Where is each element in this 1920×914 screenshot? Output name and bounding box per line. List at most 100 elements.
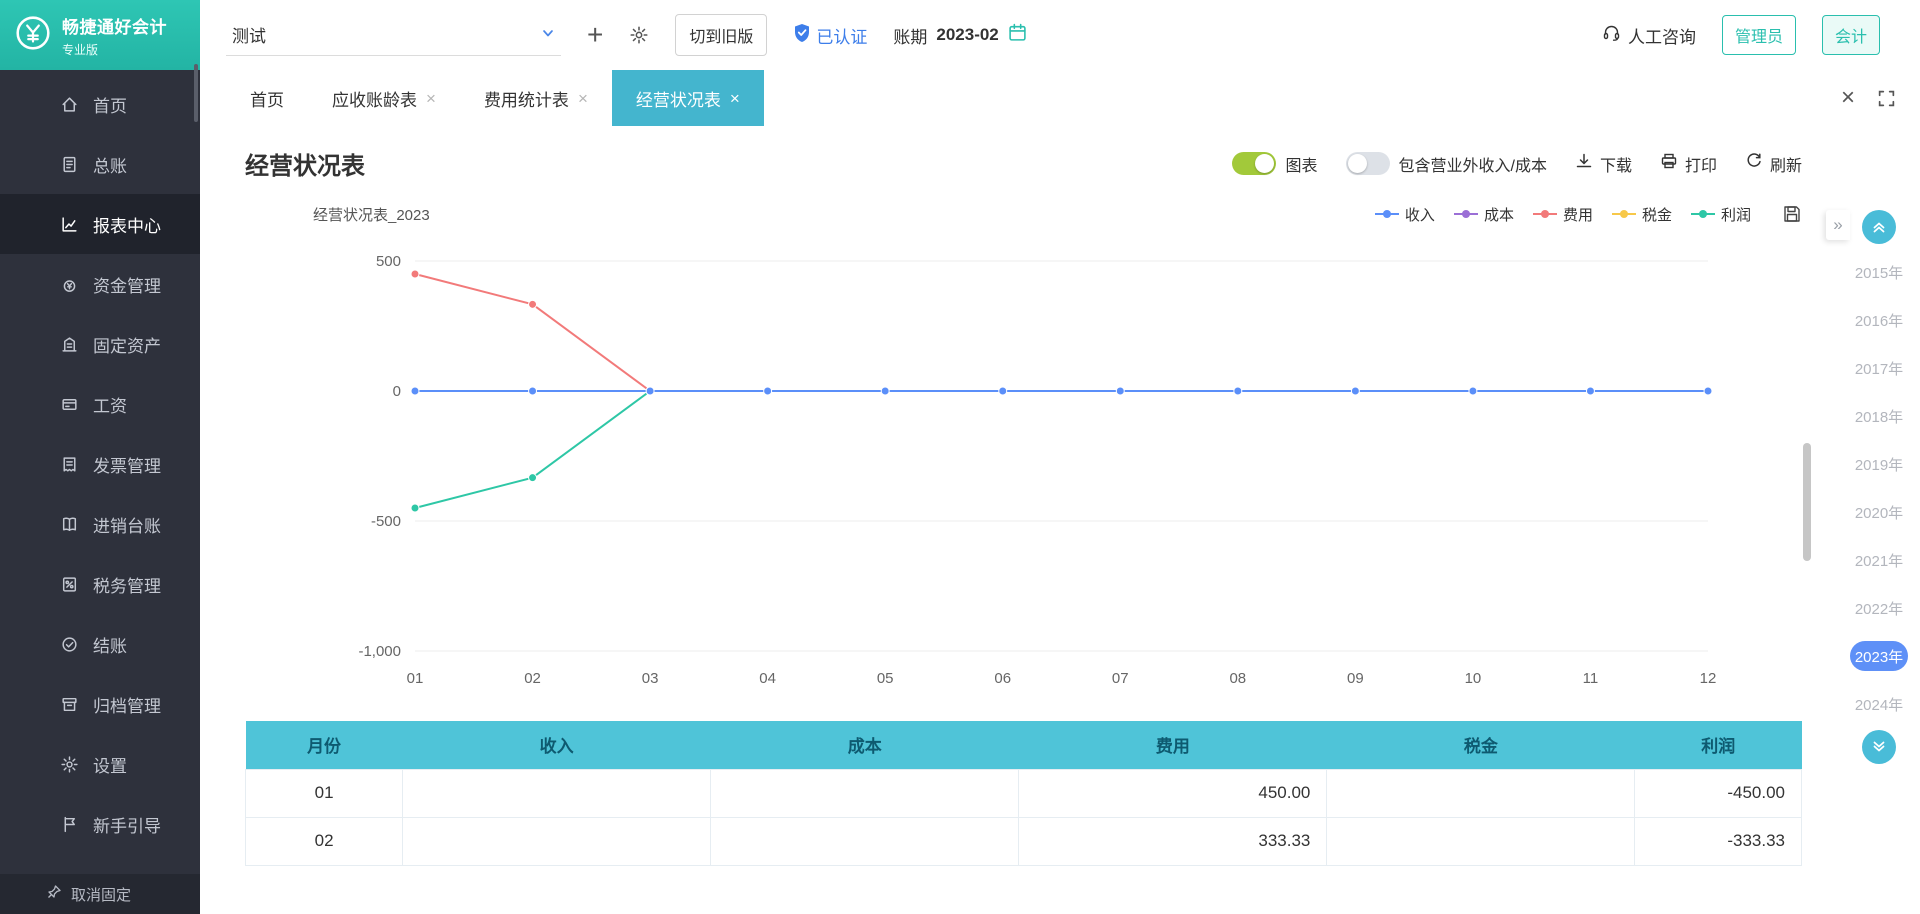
period-value[interactable]: 2023-02 — [936, 25, 999, 44]
sidebar-item-home[interactable]: 首页 — [0, 74, 200, 134]
company-selector[interactable]: 测试 — [226, 14, 561, 56]
main-area: 测试 + 切到旧版 已认证 账期 2023-02 人工咨询 管理员 会计 — [200, 0, 1920, 914]
save-image-icon[interactable] — [1782, 204, 1802, 224]
table-row[interactable]: 02 333.33 -333.33 — [244, 816, 1802, 866]
sidebar-item-label: 报表中心 — [93, 216, 161, 236]
fixed-assets-icon — [60, 335, 79, 354]
tab-label: 应收账龄表 — [332, 90, 417, 110]
sidebar-item-fixed-assets[interactable]: 固定资产 — [0, 314, 200, 374]
legend-item-income[interactable]: 收入 — [1374, 204, 1435, 225]
year-item-2015[interactable]: 2015年 — [1854, 264, 1904, 282]
cell-profit: -333.33 — [1634, 816, 1802, 866]
year-item-2019[interactable]: 2019年 — [1854, 456, 1904, 474]
year-item-2018[interactable]: 2018年 — [1854, 408, 1904, 426]
sidebar-item-inventory-ledger[interactable]: 进销台账 — [0, 494, 200, 554]
years-scroll-up-button[interactable] — [1862, 210, 1896, 244]
header-cell-income: 收入 — [402, 721, 711, 769]
sidebar-item-report-center[interactable]: 报表中心 — [0, 194, 200, 254]
tab-receivable-aging[interactable]: 应收账龄表 × — [308, 70, 460, 126]
sidebar-item-label: 资金管理 — [93, 276, 161, 296]
chart-panel: 经营状况表_2023 收入 成本 费用 — [245, 201, 1802, 701]
year-item-2022[interactable]: 2022年 — [1854, 600, 1904, 618]
brand-coin-icon — [14, 14, 52, 57]
report-content: 经营状况表 图表 包含营业外收入/成本 下载 — [200, 126, 1920, 914]
accountant-button[interactable]: 会计 — [1821, 15, 1880, 55]
cell-cost — [710, 816, 1020, 866]
svg-text:03: 03 — [642, 670, 659, 687]
support-link[interactable]: 人工咨询 — [1602, 23, 1696, 48]
include-nonoperating-label: 包含营业外收入/成本 — [1398, 157, 1547, 175]
download-icon — [1575, 152, 1593, 175]
tab-home[interactable]: 首页 — [226, 70, 308, 126]
sidebar-item-label: 工资 — [93, 396, 127, 416]
cell-income — [402, 816, 712, 866]
sidebar-item-tax[interactable]: 税务管理 — [0, 554, 200, 614]
include-nonoperating-toggle[interactable] — [1345, 152, 1390, 175]
table-row[interactable]: 01 450.00 -450.00 — [244, 768, 1802, 818]
fullscreen-icon[interactable] — [1877, 89, 1896, 108]
sidebar-item-label: 新手引导 — [93, 816, 161, 836]
year-item-2020[interactable]: 2020年 — [1854, 504, 1904, 522]
sidebar-item-payroll[interactable]: 工资 — [0, 374, 200, 434]
sidebar-item-general-ledger[interactable]: 总账 — [0, 134, 200, 194]
sidebar-item-checkout[interactable]: 结账 — [0, 614, 200, 674]
year-item-2023[interactable]: 2023年 — [1850, 641, 1908, 671]
sidebar-item-label: 进销台账 — [93, 516, 161, 536]
calendar-icon[interactable] — [1008, 23, 1027, 47]
sidebar-item-guide[interactable]: 新手引导 — [0, 794, 200, 854]
svg-text:05: 05 — [877, 670, 894, 687]
chart-title: 经营状况表_2023 — [313, 206, 430, 224]
sidebar-item-clipped[interactable] — [0, 854, 200, 874]
year-item-2021[interactable]: 2021年 — [1854, 552, 1904, 570]
admin-button[interactable]: 管理员 — [1721, 15, 1796, 55]
unpin-label: 取消固定 — [71, 886, 132, 904]
chart-toggle[interactable] — [1232, 152, 1277, 175]
sidebar-item-archive[interactable]: 归档管理 — [0, 674, 200, 734]
sidebar-item-funds[interactable]: 资金管理 — [0, 254, 200, 314]
tab-expense-statistics[interactable]: 费用统计表 × — [460, 70, 612, 126]
settings-icon — [60, 755, 79, 774]
tab-label: 首页 — [250, 90, 284, 110]
table-header-row: 月份 收入 成本 费用 税金 利润 — [245, 721, 1802, 769]
years-scroll-down-button[interactable] — [1862, 730, 1896, 764]
tab-label: 经营状况表 — [635, 90, 721, 110]
tab-close-icon[interactable]: × — [426, 88, 436, 108]
include-nonoperating-toggle-group: 包含营业外收入/成本 — [1345, 152, 1547, 176]
year-item-2017[interactable]: 2017年 — [1854, 360, 1904, 378]
tab-close-icon[interactable]: × — [577, 88, 588, 108]
sidebar-menu: 首页 总账 报表中心 资金管理 固定资产 工资 — [0, 70, 200, 874]
sidebar-scrollbar[interactable] — [194, 64, 198, 122]
certified-badge[interactable]: 已认证 — [793, 23, 867, 48]
tabbar-actions: × — [1817, 70, 1920, 126]
cell-tax — [1326, 768, 1636, 818]
tab-close-icon[interactable]: × — [729, 88, 740, 108]
refresh-button[interactable]: 刷新 — [1745, 152, 1802, 176]
content-scrollbar[interactable] — [1803, 443, 1811, 561]
legend-item-expense[interactable]: 费用 — [1532, 204, 1593, 225]
collapse-panel-icon[interactable]: » — [1826, 210, 1850, 240]
download-button[interactable]: 下载 — [1575, 152, 1632, 176]
legend-item-tax[interactable]: 税金 — [1611, 204, 1672, 225]
year-item-2016[interactable]: 2016年 — [1854, 312, 1904, 330]
legend-item-cost[interactable]: 成本 — [1453, 204, 1514, 225]
sidebar-item-invoice[interactable]: 发票管理 — [0, 434, 200, 494]
report-table: 月份 收入 成本 费用 税金 利润 01 450.00 — [244, 721, 1802, 866]
switch-old-version-button[interactable]: 切到旧版 — [675, 14, 768, 56]
add-account-set-icon[interactable]: + — [587, 19, 604, 50]
legend-label: 收入 — [1404, 206, 1435, 224]
legend-item-profit[interactable]: 利润 — [1690, 204, 1751, 225]
unpin-sidebar-button[interactable]: 取消固定 — [0, 874, 200, 914]
tax-icon — [60, 575, 79, 594]
legend-label: 税金 — [1641, 206, 1672, 224]
report-header: 经营状况表 图表 包含营业外收入/成本 下载 — [245, 146, 1802, 181]
close-icon[interactable]: × — [1840, 84, 1855, 111]
tab-operating-status[interactable]: 经营状况表 × — [611, 70, 764, 126]
cell-expense: 450.00 — [1018, 768, 1328, 818]
gear-icon[interactable] — [629, 25, 649, 45]
chart-header: 经营状况表_2023 收入 成本 费用 — [245, 201, 1802, 227]
svg-text:0: 0 — [393, 383, 401, 400]
print-button[interactable]: 打印 — [1660, 152, 1717, 176]
year-item-2024[interactable]: 2024年 — [1854, 696, 1904, 714]
line-chart[interactable]: 500 0 -500 -1,000 01 02 03 04 05 06 07 08 09 10 11 12 — [245, 231, 1802, 701]
sidebar-item-settings[interactable]: 设置 — [0, 734, 200, 794]
